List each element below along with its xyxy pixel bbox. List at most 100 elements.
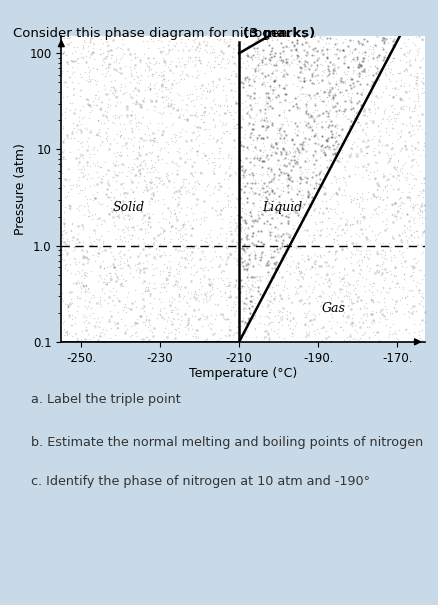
Point — [357, 209, 364, 218]
Point — [334, 156, 341, 166]
Point — [117, 189, 124, 199]
Point — [103, 37, 110, 47]
Point — [369, 42, 376, 52]
Point — [299, 202, 306, 212]
Point — [398, 126, 405, 136]
Point — [360, 34, 367, 44]
Point — [337, 273, 344, 283]
Point — [186, 52, 193, 62]
Point — [175, 257, 182, 267]
Point — [132, 170, 139, 180]
Point — [272, 85, 279, 94]
Point — [410, 83, 417, 93]
Point — [349, 47, 356, 57]
Point — [82, 284, 89, 294]
Point — [93, 100, 100, 110]
Point — [354, 54, 361, 64]
Point — [320, 208, 327, 217]
Point — [171, 209, 178, 219]
Point — [281, 95, 288, 105]
Point — [168, 56, 175, 66]
Point — [379, 195, 386, 204]
Point — [385, 116, 392, 126]
Point — [175, 324, 182, 333]
Point — [283, 131, 290, 140]
Point — [406, 60, 413, 70]
Point — [170, 76, 177, 85]
Point — [87, 302, 94, 312]
Point — [263, 91, 270, 100]
Point — [326, 144, 333, 154]
Point — [324, 136, 331, 146]
Point — [101, 274, 108, 284]
Point — [148, 64, 155, 73]
Point — [223, 254, 230, 264]
Point — [259, 180, 266, 190]
Point — [359, 192, 366, 201]
Point — [258, 68, 265, 78]
Point — [66, 180, 73, 189]
Point — [246, 119, 253, 128]
Point — [304, 251, 311, 261]
Point — [359, 257, 366, 267]
Point — [149, 188, 156, 197]
Point — [76, 85, 83, 94]
Point — [112, 234, 119, 244]
Point — [348, 252, 355, 262]
Point — [128, 298, 135, 307]
Point — [172, 325, 179, 335]
Point — [373, 158, 380, 168]
Point — [278, 200, 285, 209]
Point — [222, 64, 229, 73]
Point — [160, 74, 167, 83]
Point — [95, 172, 102, 182]
Point — [212, 329, 219, 338]
Point — [305, 155, 312, 165]
Point — [112, 265, 119, 275]
Point — [302, 102, 309, 111]
Point — [332, 119, 339, 129]
Point — [248, 41, 255, 51]
Point — [244, 272, 251, 281]
Point — [184, 114, 191, 124]
Point — [85, 317, 92, 327]
Point — [306, 316, 313, 325]
Point — [270, 177, 277, 187]
Point — [211, 163, 218, 173]
Point — [264, 102, 271, 111]
Point — [384, 115, 391, 125]
Point — [326, 243, 333, 252]
Point — [86, 68, 93, 77]
Point — [360, 318, 367, 327]
Point — [170, 206, 177, 215]
Point — [334, 120, 341, 129]
Point — [369, 80, 376, 90]
Point — [117, 260, 124, 269]
Point — [355, 335, 362, 344]
Point — [96, 331, 103, 341]
Point — [370, 318, 377, 328]
Point — [242, 233, 249, 243]
Point — [287, 315, 294, 325]
Point — [208, 279, 215, 289]
Point — [381, 301, 388, 310]
Point — [337, 220, 344, 229]
Point — [398, 103, 405, 113]
Point — [154, 313, 161, 323]
Point — [137, 269, 144, 278]
Point — [376, 192, 383, 201]
Point — [162, 286, 169, 295]
Point — [287, 182, 294, 191]
Point — [378, 268, 385, 278]
Point — [367, 90, 374, 99]
Point — [271, 289, 278, 298]
Point — [357, 62, 364, 71]
Point — [415, 110, 422, 120]
Point — [225, 161, 232, 171]
Point — [318, 66, 325, 76]
Point — [105, 292, 112, 302]
Point — [378, 259, 385, 269]
Point — [97, 173, 104, 183]
Point — [221, 100, 228, 110]
Point — [303, 173, 310, 183]
